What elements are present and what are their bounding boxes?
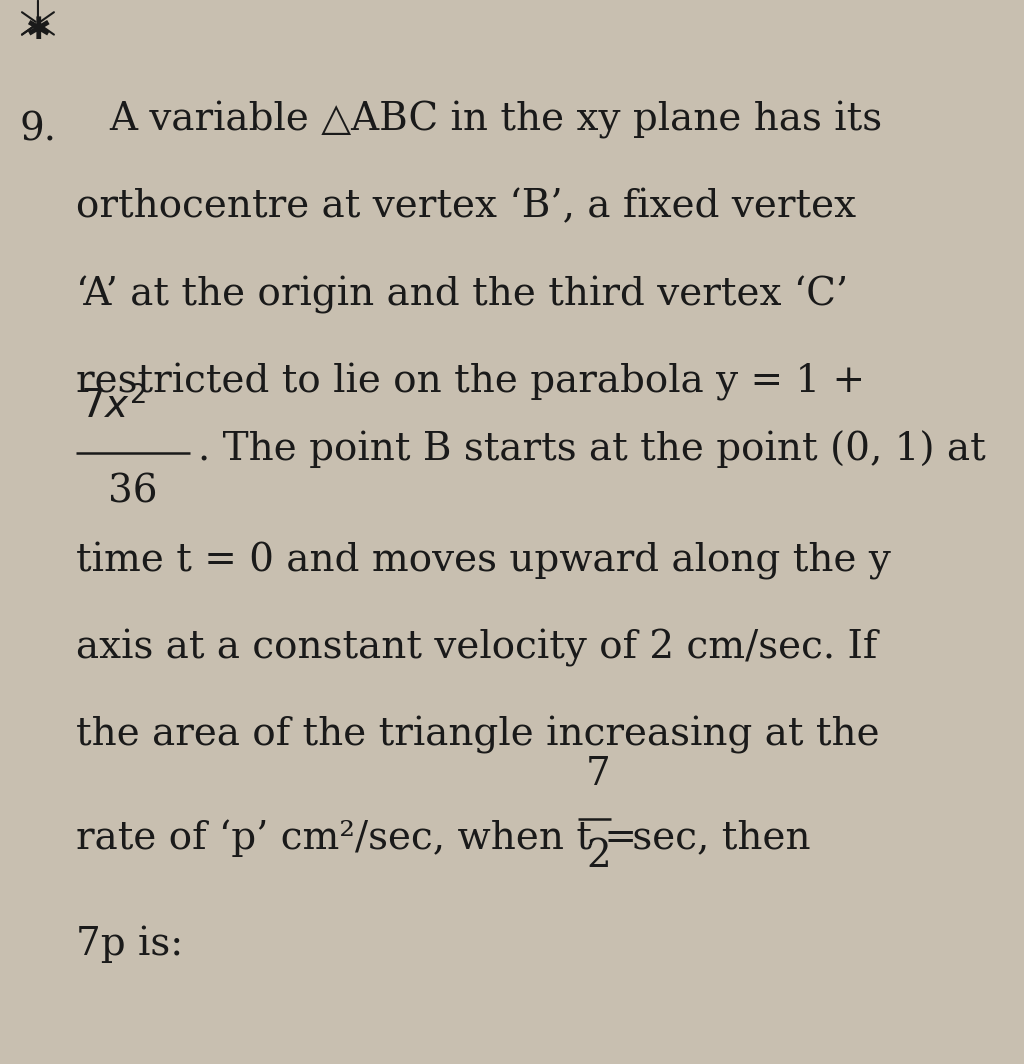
Text: rate of ‘p’ cm²/sec, when t =: rate of ‘p’ cm²/sec, when t = — [76, 819, 637, 857]
Text: 7p is:: 7p is: — [76, 926, 183, 963]
Text: axis at a constant velocity of 2 cm/sec. If: axis at a constant velocity of 2 cm/sec.… — [76, 629, 878, 667]
Text: sec, then: sec, then — [620, 819, 810, 857]
Text: 2: 2 — [586, 838, 611, 876]
Text: restricted to lie on the parabola y = 1 +: restricted to lie on the parabola y = 1 … — [76, 363, 865, 401]
Text: $7x^2$: $7x^2$ — [80, 386, 146, 426]
Text: ✱: ✱ — [26, 16, 51, 45]
Text: orthocentre at vertex ‘B’, a fixed vertex: orthocentre at vertex ‘B’, a fixed verte… — [76, 188, 856, 226]
Text: the area of the triangle increasing at the: the area of the triangle increasing at t… — [76, 716, 880, 754]
Text: ‘A’ at the origin and the third vertex ‘C’: ‘A’ at the origin and the third vertex ‘… — [76, 276, 848, 314]
Text: 7: 7 — [586, 755, 611, 793]
Text: time t = 0 and moves upward along the y: time t = 0 and moves upward along the y — [76, 542, 891, 580]
Text: 36: 36 — [108, 473, 158, 511]
Text: 9.: 9. — [19, 112, 56, 149]
Text: . The point B starts at the point (0, 1) at: . The point B starts at the point (0, 1)… — [199, 430, 986, 468]
Text: A variable △ABC in the xy plane has its: A variable △ABC in the xy plane has its — [110, 101, 883, 139]
